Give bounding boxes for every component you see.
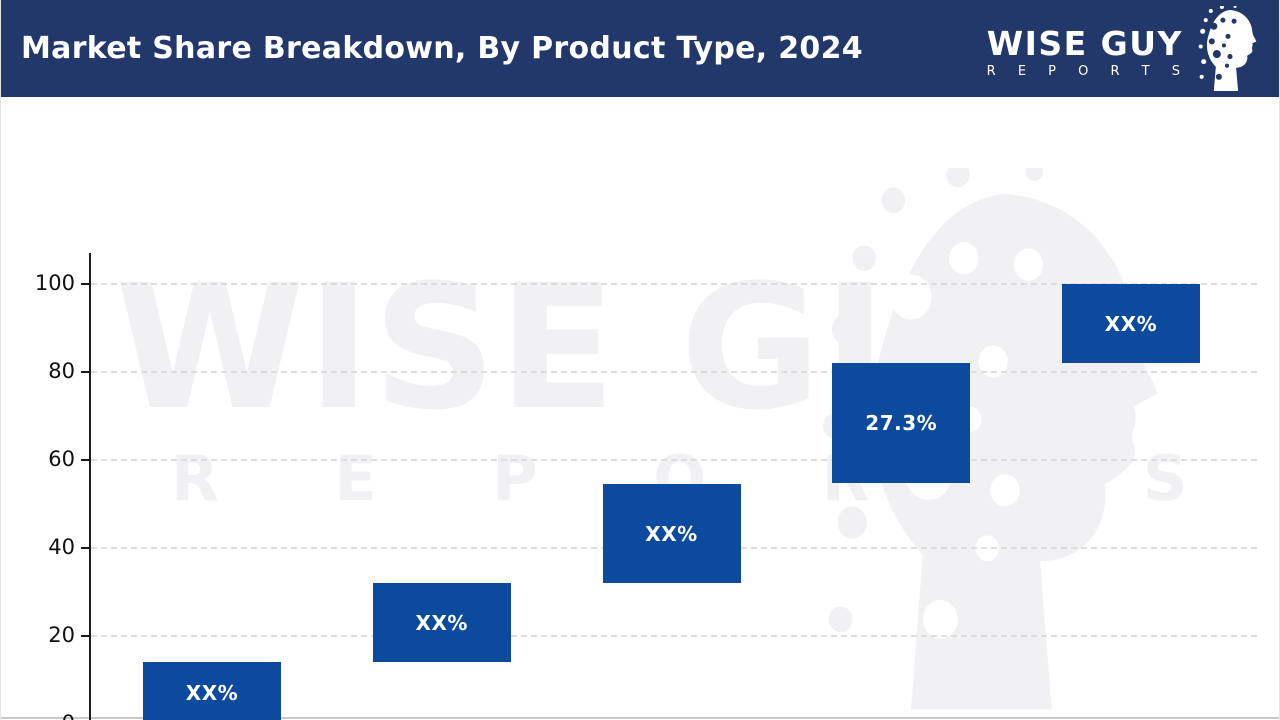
bar-value-label: XX% xyxy=(415,610,468,635)
bar-segment: XX% xyxy=(1062,284,1200,364)
plot-area: 020406080100XX%Steam VaporizersXX%Hybrid… xyxy=(1,97,1279,720)
y-axis-line xyxy=(89,253,91,720)
y-axis-tick-label: 60 xyxy=(48,447,75,471)
y-axis-tick-label: 100 xyxy=(34,271,75,295)
logo-reports-label: R E P O R T S xyxy=(986,63,1189,79)
y-axis-tick xyxy=(81,371,91,373)
y-axis-tick xyxy=(81,547,91,549)
bar-value-label: XX% xyxy=(645,521,698,546)
bar-segment: 27.3% xyxy=(832,363,971,484)
bar-value-label: 27.3% xyxy=(865,411,938,436)
bar-value-label: XX% xyxy=(185,681,239,706)
y-axis-tick xyxy=(81,283,91,285)
gridline xyxy=(91,283,1257,285)
y-axis-tick-label: 0 xyxy=(15,711,75,720)
logo-text: WISE GUY R E P O R T S xyxy=(981,23,1189,81)
bar-segment: XX% xyxy=(372,583,511,663)
logo-head-icon xyxy=(1198,6,1257,91)
bottom-edge-line xyxy=(1,717,1279,719)
y-axis-tick-label: 80 xyxy=(48,359,75,383)
y-axis-tick-label: 20 xyxy=(48,623,75,647)
y-axis-tick xyxy=(81,459,91,461)
bar-value-label: XX% xyxy=(1104,311,1158,336)
gridline xyxy=(91,459,1257,461)
y-axis-tick-label: 40 xyxy=(48,535,75,559)
bar-segment: XX% xyxy=(602,484,741,584)
gridline xyxy=(91,635,1257,637)
gridline xyxy=(91,371,1257,373)
page-title: Market Share Breakdown, By Product Type,… xyxy=(21,31,863,66)
wise-guy-reports-logo: WISE GUY R E P O R T S xyxy=(981,6,1267,92)
y-axis-tick xyxy=(81,635,91,637)
bar-segment: XX% xyxy=(143,662,281,720)
logo-wiseguy-label: WISE GUY xyxy=(986,23,1183,63)
chart-header: Market Share Breakdown, By Product Type,… xyxy=(1,0,1279,97)
